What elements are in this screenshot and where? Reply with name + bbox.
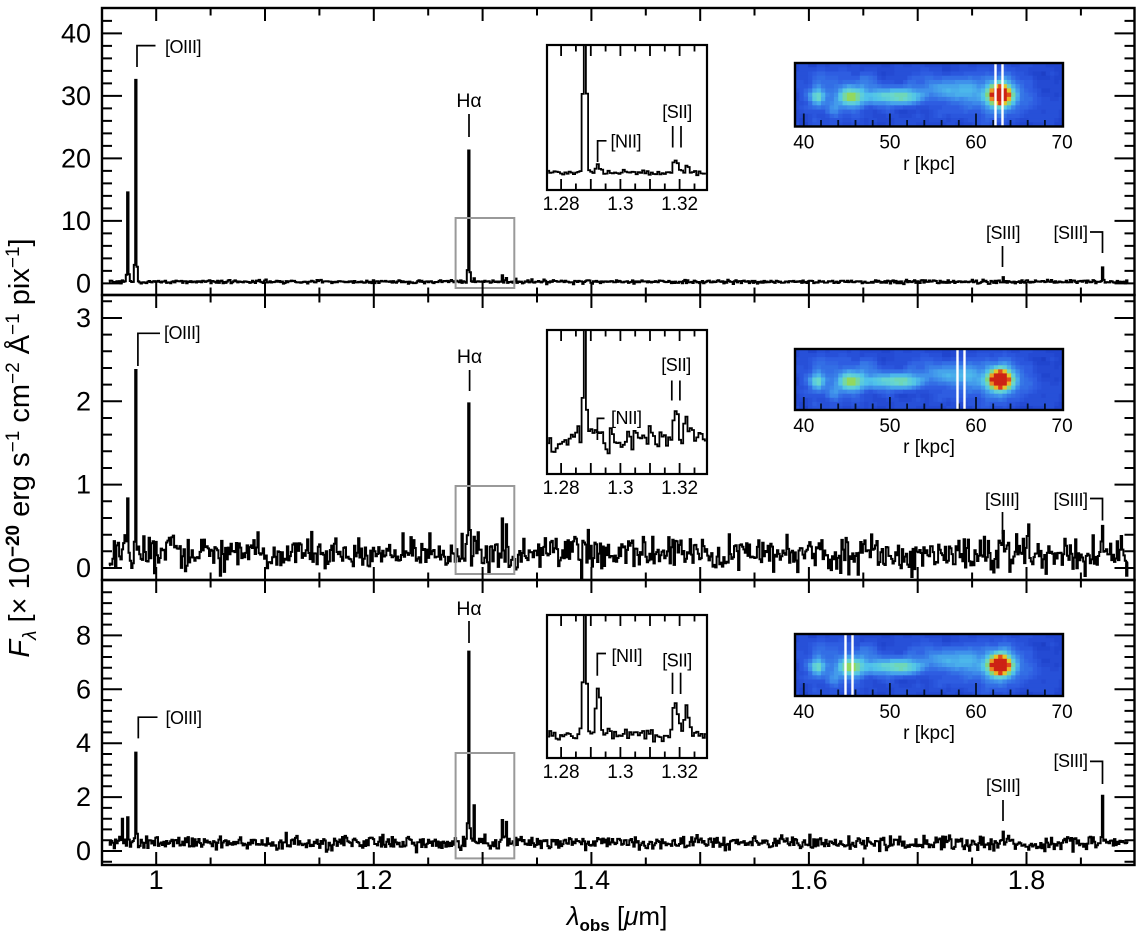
svg-text:4: 4 — [76, 728, 91, 758]
svg-text:50: 50 — [879, 133, 900, 154]
svg-text:60: 60 — [965, 416, 986, 437]
svg-text:0: 0 — [76, 268, 91, 298]
svg-text:70: 70 — [1052, 702, 1073, 723]
svg-text:[OIII]: [OIII] — [166, 708, 202, 728]
svg-text:1.28: 1.28 — [543, 478, 580, 499]
svg-text:1.8: 1.8 — [1008, 865, 1046, 895]
svg-text:1.32: 1.32 — [661, 194, 698, 215]
svg-text:1.3: 1.3 — [607, 478, 633, 499]
svg-text:1.3: 1.3 — [607, 194, 633, 215]
svg-text:[SIII]: [SIII] — [1053, 223, 1087, 243]
svg-text:1.32: 1.32 — [661, 762, 698, 783]
svg-text:[SIII]: [SIII] — [1053, 751, 1087, 771]
svg-text:8: 8 — [76, 620, 91, 650]
svg-text:60: 60 — [965, 702, 986, 723]
svg-text:[NII]: [NII] — [611, 408, 642, 428]
svg-text:1.32: 1.32 — [661, 478, 698, 499]
svg-text:1.3: 1.3 — [607, 762, 633, 783]
svg-text:Hα: Hα — [456, 90, 481, 112]
svg-text:[SIII]: [SIII] — [986, 776, 1020, 796]
svg-text:r [kpc]: r [kpc] — [903, 723, 955, 744]
svg-text:[SII]: [SII] — [662, 102, 692, 122]
svg-text:[SIII]: [SIII] — [1053, 490, 1087, 510]
svg-text:Hα: Hα — [457, 346, 482, 368]
svg-text:[SII]: [SII] — [661, 355, 691, 375]
svg-text:[NII]: [NII] — [611, 132, 642, 152]
svg-text:0: 0 — [76, 553, 91, 583]
svg-text:50: 50 — [879, 416, 900, 437]
svg-text:1: 1 — [149, 865, 164, 895]
svg-text:10: 10 — [61, 206, 91, 236]
svg-text:40: 40 — [793, 702, 814, 723]
svg-text:1.28: 1.28 — [543, 194, 580, 215]
svg-text:40: 40 — [793, 133, 814, 154]
svg-text:1: 1 — [76, 470, 91, 500]
svg-text:[SIII]: [SIII] — [985, 490, 1019, 510]
svg-text:2: 2 — [76, 782, 91, 812]
svg-text:Hα: Hα — [456, 598, 481, 620]
svg-text:r [kpc]: r [kpc] — [903, 154, 955, 175]
svg-text:r [kpc]: r [kpc] — [903, 437, 955, 458]
svg-text:[SIII]: [SIII] — [986, 223, 1020, 243]
svg-text:Fλ [× 10−20 erg s−1 cm−2 Å−1 p: Fλ [× 10−20 erg s−1 cm−2 Å−1 pix−1] — [3, 238, 41, 657]
svg-text:[NII]: [NII] — [612, 646, 643, 666]
svg-text:3: 3 — [76, 303, 91, 333]
svg-text:40: 40 — [61, 18, 91, 48]
svg-text:0: 0 — [76, 836, 91, 866]
svg-text:[SII]: [SII] — [662, 651, 692, 671]
svg-text:[OIII]: [OIII] — [164, 323, 200, 343]
svg-text:70: 70 — [1052, 133, 1073, 154]
svg-text:1.4: 1.4 — [573, 865, 611, 895]
svg-text:40: 40 — [793, 416, 814, 437]
svg-text:1.6: 1.6 — [790, 865, 828, 895]
svg-text:[OIII]: [OIII] — [165, 37, 201, 57]
svg-text:30: 30 — [61, 81, 91, 111]
svg-text:1.28: 1.28 — [543, 762, 580, 783]
svg-text:2: 2 — [76, 386, 91, 416]
svg-text:1.2: 1.2 — [355, 865, 393, 895]
svg-text:70: 70 — [1052, 416, 1073, 437]
svg-text:6: 6 — [76, 674, 91, 704]
svg-text:60: 60 — [965, 133, 986, 154]
svg-text:20: 20 — [61, 143, 91, 173]
svg-text:50: 50 — [879, 702, 900, 723]
svg-text:λobs [μm]: λobs [μm] — [565, 901, 668, 935]
